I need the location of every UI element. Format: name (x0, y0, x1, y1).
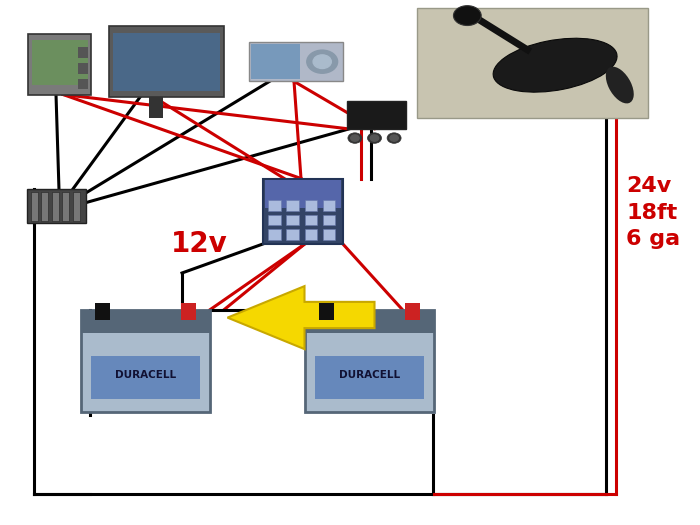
Bar (315, 356, 424, 399)
Bar (94, 303, 110, 320)
Text: DURACELL: DURACELL (339, 370, 400, 381)
Bar (73, 192, 80, 220)
Bar (52, 192, 59, 220)
Text: 24v
18ft
6 ga: 24v 18ft 6 ga (626, 176, 680, 249)
Circle shape (390, 135, 398, 141)
Bar (113, 33, 220, 91)
Bar (304, 200, 317, 211)
Bar (27, 189, 86, 223)
Bar (286, 215, 299, 225)
Bar (78, 63, 88, 74)
Circle shape (351, 135, 359, 141)
Bar (41, 192, 48, 220)
Circle shape (387, 133, 401, 143)
Bar (62, 192, 69, 220)
Bar (286, 200, 299, 211)
Bar (248, 42, 343, 81)
Bar (268, 215, 281, 225)
Bar (108, 26, 224, 97)
Bar (304, 229, 317, 240)
Circle shape (307, 50, 337, 74)
Text: DURACELL: DURACELL (115, 370, 176, 381)
Bar (32, 40, 88, 85)
Bar (323, 215, 335, 225)
Circle shape (348, 133, 362, 143)
Ellipse shape (493, 38, 617, 92)
Bar (286, 229, 299, 240)
Bar (265, 181, 341, 208)
Bar (78, 47, 88, 58)
Bar (323, 229, 335, 240)
Bar (80, 310, 210, 412)
Bar (405, 303, 420, 320)
Bar (346, 101, 406, 129)
Bar (268, 229, 281, 240)
Bar (149, 97, 163, 118)
Bar (31, 192, 38, 220)
Circle shape (368, 133, 382, 143)
Bar (91, 356, 200, 399)
Ellipse shape (606, 67, 634, 103)
Circle shape (370, 135, 379, 141)
Bar (323, 200, 335, 211)
Bar (181, 303, 196, 320)
Bar (78, 79, 88, 89)
Bar (416, 8, 648, 118)
Circle shape (313, 55, 331, 69)
Bar (262, 178, 343, 244)
Ellipse shape (454, 6, 481, 26)
Bar (80, 310, 210, 333)
Polygon shape (228, 286, 374, 349)
Bar (304, 310, 434, 333)
Bar (304, 310, 434, 412)
Bar (318, 303, 334, 320)
Bar (251, 44, 300, 79)
Bar (28, 34, 91, 94)
Bar (304, 215, 317, 225)
Text: 12v: 12v (171, 230, 228, 258)
Bar (268, 200, 281, 211)
